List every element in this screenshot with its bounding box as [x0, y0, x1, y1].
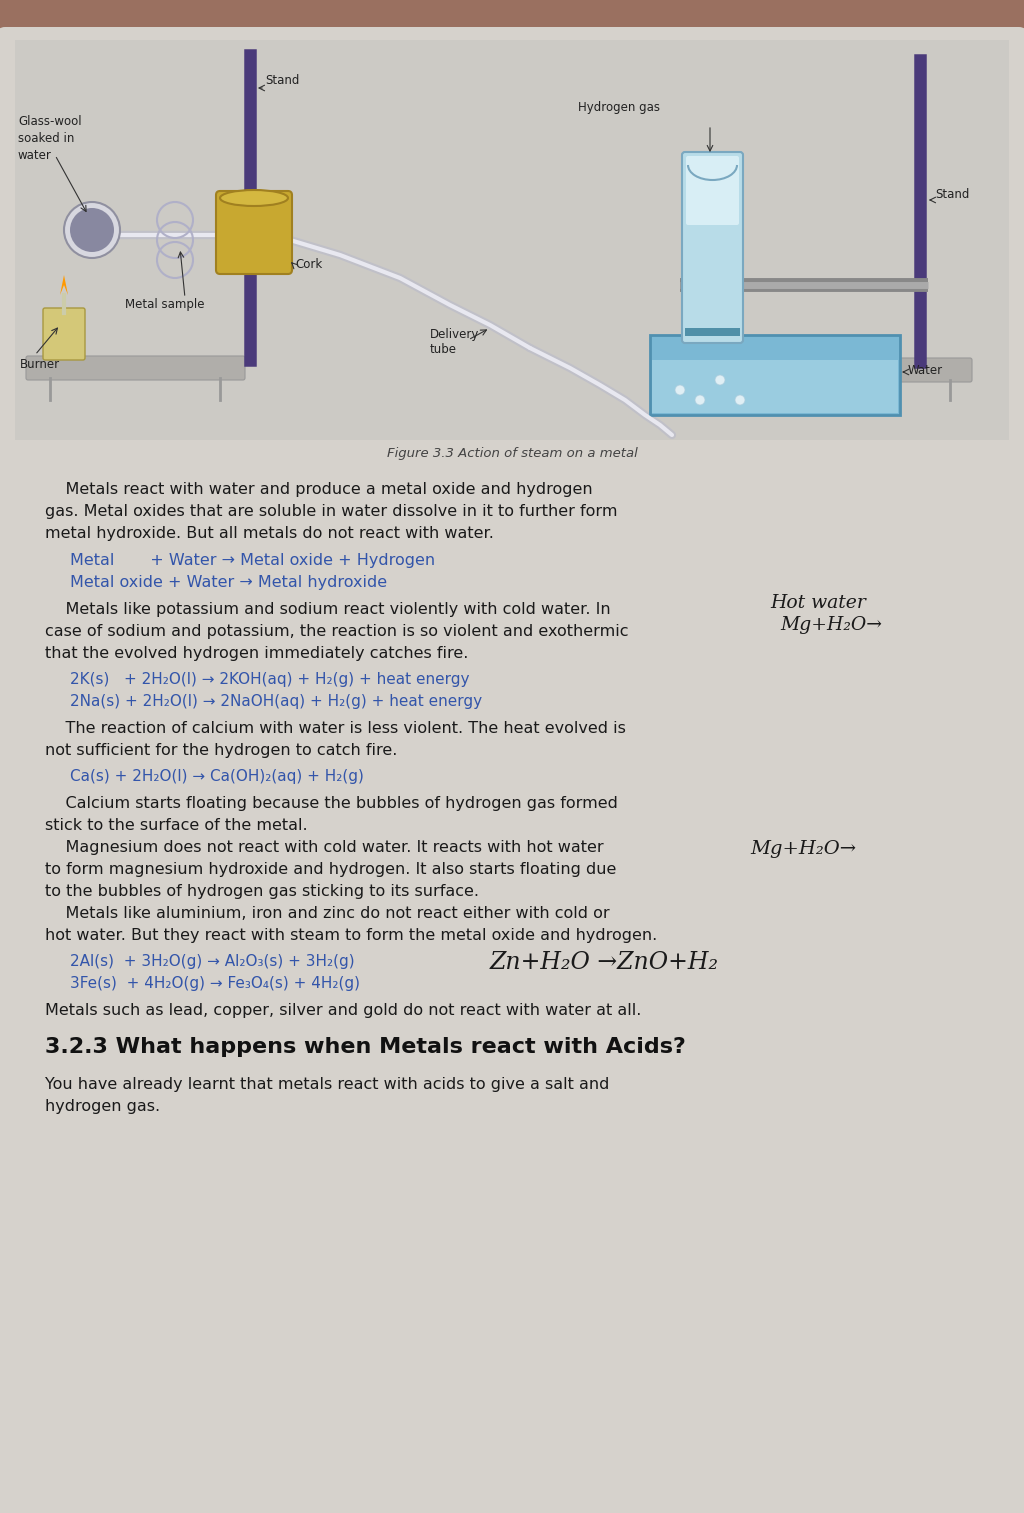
Text: Metal       + Water → Metal oxide + Hydrogen: Metal + Water → Metal oxide + Hydrogen	[70, 552, 435, 567]
FancyBboxPatch shape	[682, 151, 743, 343]
Text: Burner: Burner	[20, 359, 60, 371]
Text: gas. Metal oxides that are soluble in water dissolve in it to further form: gas. Metal oxides that are soluble in wa…	[45, 504, 617, 519]
Text: 3.2.3 What happens when Metals react with Acids?: 3.2.3 What happens when Metals react wit…	[45, 1036, 686, 1058]
Text: hot water. But they react with steam to form the metal oxide and hydrogen.: hot water. But they react with steam to …	[45, 927, 657, 943]
Text: Zn+H₂O →ZnO+H₂: Zn+H₂O →ZnO+H₂	[490, 952, 719, 974]
Circle shape	[735, 395, 745, 405]
FancyBboxPatch shape	[0, 0, 1024, 61]
Text: Delivery
tube: Delivery tube	[430, 328, 479, 356]
Text: Metal oxide + Water → Metal hydroxide: Metal oxide + Water → Metal hydroxide	[70, 575, 387, 590]
Text: Stand: Stand	[265, 74, 299, 86]
Text: Metals like potassium and sodium react violently with cold water. In: Metals like potassium and sodium react v…	[45, 602, 610, 617]
Text: stick to the surface of the metal.: stick to the surface of the metal.	[45, 819, 307, 834]
Circle shape	[715, 375, 725, 384]
FancyBboxPatch shape	[652, 360, 898, 413]
FancyBboxPatch shape	[43, 309, 85, 360]
FancyBboxPatch shape	[216, 191, 292, 274]
Text: 2Na(s) + 2H₂O(l) → 2NaOH(aq) + H₂(g) + heat energy: 2Na(s) + 2H₂O(l) → 2NaOH(aq) + H₂(g) + h…	[70, 694, 482, 710]
Text: case of sodium and potassium, the reaction is so violent and exothermic: case of sodium and potassium, the reacti…	[45, 623, 629, 638]
Text: that the evolved hydrogen immediately catches fire.: that the evolved hydrogen immediately ca…	[45, 646, 468, 661]
Text: The reaction of calcium with water is less violent. The heat evolved is: The reaction of calcium with water is le…	[45, 722, 626, 735]
FancyBboxPatch shape	[686, 156, 739, 225]
FancyBboxPatch shape	[685, 328, 740, 336]
Text: Metals react with water and produce a metal oxide and hydrogen: Metals react with water and produce a me…	[45, 483, 593, 496]
Ellipse shape	[220, 191, 288, 206]
Text: Glass-wool
soaked in
water: Glass-wool soaked in water	[18, 115, 82, 162]
FancyBboxPatch shape	[0, 27, 1024, 1513]
FancyBboxPatch shape	[650, 334, 900, 415]
Text: Metals such as lead, copper, silver and gold do not react with water at all.: Metals such as lead, copper, silver and …	[45, 1003, 641, 1018]
FancyBboxPatch shape	[15, 39, 1009, 440]
Circle shape	[70, 207, 114, 253]
Text: Metal sample: Metal sample	[125, 298, 205, 312]
Text: Water: Water	[908, 363, 943, 377]
FancyBboxPatch shape	[0, 30, 1024, 1513]
Text: Stand: Stand	[935, 189, 970, 201]
Text: You have already learnt that metals react with acids to give a salt and: You have already learnt that metals reac…	[45, 1077, 609, 1092]
FancyBboxPatch shape	[818, 359, 972, 381]
Circle shape	[63, 203, 120, 259]
Text: Hot water: Hot water	[770, 595, 866, 611]
Polygon shape	[60, 275, 68, 295]
Circle shape	[695, 395, 705, 405]
Text: Metals like aluminium, iron and zinc do not react either with cold or: Metals like aluminium, iron and zinc do …	[45, 906, 609, 921]
Text: Mg+H₂O→: Mg+H₂O→	[750, 840, 856, 858]
Text: not sufficient for the hydrogen to catch fire.: not sufficient for the hydrogen to catch…	[45, 743, 397, 758]
FancyBboxPatch shape	[26, 356, 245, 380]
Text: 2Al(s)  + 3H₂O(g) → Al₂O₃(s) + 3H₂(g): 2Al(s) + 3H₂O(g) → Al₂O₃(s) + 3H₂(g)	[70, 955, 354, 968]
Text: Ca(s) + 2H₂O(l) → Ca(OH)₂(aq) + H₂(g): Ca(s) + 2H₂O(l) → Ca(OH)₂(aq) + H₂(g)	[70, 769, 364, 784]
Text: 2K(s)   + 2H₂O(l) → 2KOH(aq) + H₂(g) + heat energy: 2K(s) + 2H₂O(l) → 2KOH(aq) + H₂(g) + hea…	[70, 672, 469, 687]
Text: Hydrogen gas: Hydrogen gas	[578, 101, 660, 115]
Text: Figure 3.3 Action of steam on a metal: Figure 3.3 Action of steam on a metal	[387, 446, 637, 460]
Text: Calcium starts floating because the bubbles of hydrogen gas formed: Calcium starts floating because the bubb…	[45, 796, 617, 811]
Text: Cork: Cork	[295, 259, 323, 271]
Text: Magnesium does not react with cold water. It reacts with hot water: Magnesium does not react with cold water…	[45, 840, 603, 855]
Text: metal hydroxide. But all metals do not react with water.: metal hydroxide. But all metals do not r…	[45, 527, 494, 542]
Text: hydrogen gas.: hydrogen gas.	[45, 1098, 160, 1114]
Text: 3Fe(s)  + 4H₂O(g) → Fe₃O₄(s) + 4H₂(g): 3Fe(s) + 4H₂O(g) → Fe₃O₄(s) + 4H₂(g)	[70, 976, 360, 991]
Circle shape	[675, 384, 685, 395]
Text: to form magnesium hydroxide and hydrogen. It also starts floating due: to form magnesium hydroxide and hydrogen…	[45, 862, 616, 878]
Text: to the bubbles of hydrogen gas sticking to its surface.: to the bubbles of hydrogen gas sticking …	[45, 884, 479, 899]
Text: Mg+H₂O→: Mg+H₂O→	[780, 616, 882, 634]
